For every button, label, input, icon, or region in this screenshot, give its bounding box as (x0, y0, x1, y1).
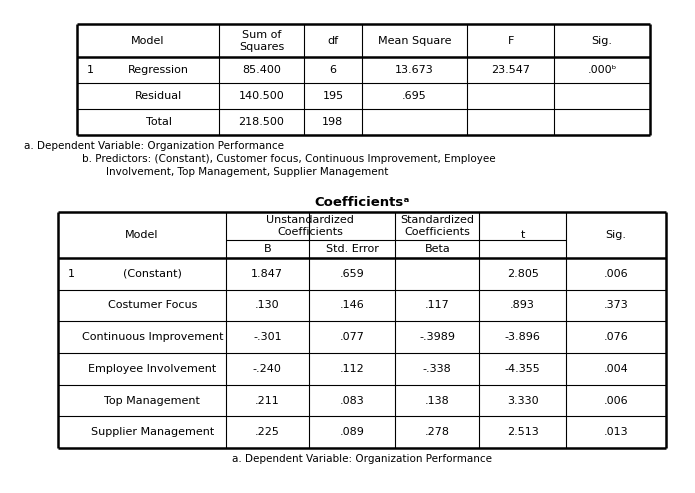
Text: 1: 1 (68, 269, 75, 279)
Text: .076: .076 (603, 332, 628, 342)
Text: .373: .373 (603, 301, 628, 311)
Text: -4.355: -4.355 (505, 364, 541, 374)
Text: 195: 195 (322, 91, 343, 101)
Text: 1: 1 (87, 65, 94, 75)
Text: .000ᵇ: .000ᵇ (587, 65, 616, 75)
Text: (Constant): (Constant) (123, 269, 182, 279)
Text: b. Predictors: (Constant), Customer focus, Continuous Improvement, Employee: b. Predictors: (Constant), Customer focu… (82, 154, 496, 164)
Text: .006: .006 (604, 269, 628, 279)
Text: Top Management: Top Management (104, 395, 200, 406)
Text: .013: .013 (604, 427, 628, 437)
Text: F: F (507, 35, 514, 45)
Text: .893: .893 (510, 301, 535, 311)
Text: .004: .004 (603, 364, 628, 374)
Text: Employee Involvement: Employee Involvement (88, 364, 216, 374)
Text: Costumer Focus: Costumer Focus (108, 301, 197, 311)
Text: Std. Error: Std. Error (326, 244, 379, 254)
Text: .659: .659 (340, 269, 364, 279)
Text: .112: .112 (340, 364, 364, 374)
Text: Coefficients: Coefficients (277, 227, 343, 237)
Text: df: df (327, 35, 338, 45)
Text: .006: .006 (604, 395, 628, 406)
Text: 140.500: 140.500 (238, 91, 284, 101)
Text: -.3989: -.3989 (419, 332, 455, 342)
Text: .077: .077 (340, 332, 364, 342)
Text: Supplier Management: Supplier Management (91, 427, 214, 437)
Text: .083: .083 (340, 395, 364, 406)
Text: .278: .278 (425, 427, 450, 437)
Text: 13.673: 13.673 (395, 65, 434, 75)
Text: t: t (521, 230, 525, 240)
Text: a. Dependent Variable: Organization Performance: a. Dependent Variable: Organization Perf… (231, 454, 491, 464)
Text: .138: .138 (425, 395, 450, 406)
Text: Coefficients: Coefficients (404, 227, 471, 237)
Text: .695: .695 (402, 91, 427, 101)
Text: Sig.: Sig. (605, 230, 626, 240)
Text: a. Dependent Variable: Organization Performance: a. Dependent Variable: Organization Perf… (24, 141, 284, 151)
Text: 6: 6 (329, 65, 336, 75)
Text: .225: .225 (255, 427, 279, 437)
Text: 2.805: 2.805 (507, 269, 539, 279)
Text: 218.500: 218.500 (238, 117, 284, 127)
Text: Mean Square: Mean Square (377, 35, 451, 45)
Text: -.301: -.301 (253, 332, 281, 342)
Text: -3.896: -3.896 (505, 332, 541, 342)
Text: Residual: Residual (135, 91, 182, 101)
Text: Total: Total (145, 117, 172, 127)
Text: 23.547: 23.547 (491, 65, 530, 75)
Text: Beta: Beta (425, 244, 450, 254)
Text: Sum of: Sum of (242, 30, 281, 39)
Text: -.240: -.240 (253, 364, 281, 374)
Text: .117: .117 (425, 301, 450, 311)
Text: Regression: Regression (128, 65, 189, 75)
Text: 198: 198 (322, 117, 343, 127)
Text: 3.330: 3.330 (507, 395, 539, 406)
Text: Unstandardized: Unstandardized (266, 215, 354, 225)
Text: 2.513: 2.513 (507, 427, 539, 437)
Text: Squares: Squares (239, 41, 284, 51)
Text: .130: .130 (255, 301, 279, 311)
Text: Model: Model (131, 35, 165, 45)
Text: 1.847: 1.847 (252, 269, 284, 279)
Text: Involvement, Top Management, Supplier Management: Involvement, Top Management, Supplier Ma… (106, 167, 389, 177)
Text: Coefficientsᵃ: Coefficientsᵃ (314, 196, 409, 209)
Text: .146: .146 (340, 301, 364, 311)
Text: 85.400: 85.400 (242, 65, 281, 75)
Text: Continuous Improvement: Continuous Improvement (81, 332, 223, 342)
Text: Sig.: Sig. (591, 35, 612, 45)
Text: Model: Model (125, 230, 158, 240)
Text: Standardized: Standardized (400, 215, 474, 225)
Text: .089: .089 (340, 427, 364, 437)
Text: .211: .211 (255, 395, 279, 406)
Text: -.338: -.338 (423, 364, 452, 374)
Text: B: B (263, 244, 271, 254)
